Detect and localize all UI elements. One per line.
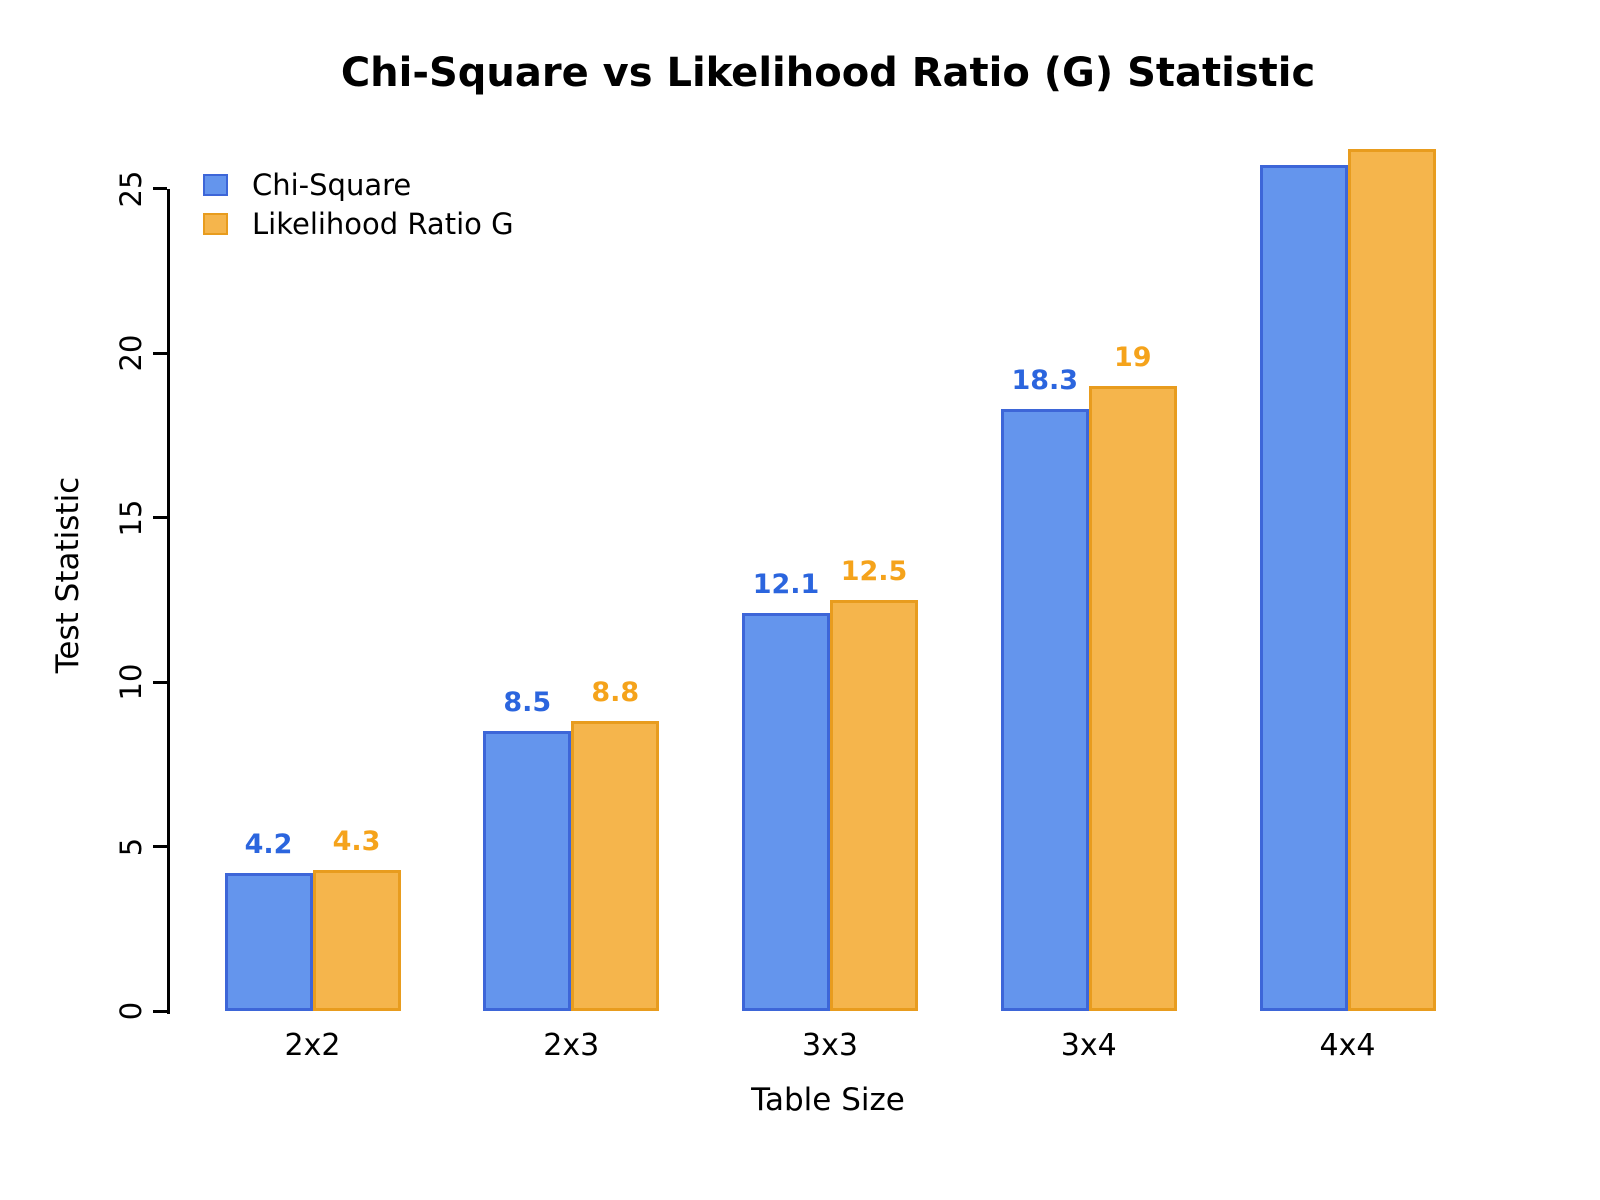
y-axis-line bbox=[167, 188, 170, 1014]
y-tick-label-5: 5 bbox=[114, 837, 148, 856]
legend-swatch-likelihood-ratio-icon bbox=[203, 213, 228, 235]
legend-label-likelihood-ratio: Likelihood Ratio G bbox=[252, 207, 514, 241]
bar-likelihood-ratio-g-4x4 bbox=[1347, 149, 1436, 1011]
x-tick-label-2x2: 2x2 bbox=[284, 1028, 341, 1063]
bar-value-label-chi-square-2x3: 8.5 bbox=[503, 687, 552, 719]
y-tick-label-15: 15 bbox=[114, 499, 148, 536]
bar-chi-square-2x2 bbox=[224, 872, 313, 1011]
y-tick-25 bbox=[153, 187, 167, 190]
bar-likelihood-ratio-g-3x3 bbox=[830, 599, 918, 1011]
y-tick-20 bbox=[153, 351, 167, 355]
bar-chi-square-4x4 bbox=[1259, 165, 1348, 1011]
bar-value-label-chi-square-3x4: 18.3 bbox=[1011, 364, 1079, 396]
bar-value-label-chi-square-3x3: 12.1 bbox=[752, 568, 820, 600]
bar-likelihood-ratio-g-2x2 bbox=[312, 869, 401, 1011]
x-axis-title: Table Size bbox=[751, 1082, 905, 1118]
y-tick-10 bbox=[153, 680, 167, 684]
legend-item-chi-square: Chi-Square bbox=[203, 168, 514, 202]
y-tick-label-25: 25 bbox=[114, 170, 148, 207]
y-tick-0 bbox=[153, 1009, 167, 1013]
x-tick-label-3x3: 3x3 bbox=[802, 1028, 858, 1063]
bar-value-label-likelihood-ratio-g-2x2: 4.3 bbox=[332, 825, 381, 857]
y-tick-label-0: 0 bbox=[114, 1001, 148, 1021]
x-tick-label-2x3: 2x3 bbox=[543, 1028, 600, 1063]
bar-likelihood-ratio-g-3x4 bbox=[1088, 385, 1177, 1011]
bar-chi-square-3x4 bbox=[1000, 408, 1089, 1011]
y-tick-5 bbox=[153, 845, 167, 848]
x-tick-label-3x4: 3x4 bbox=[1060, 1028, 1117, 1063]
y-tick-label-20: 20 bbox=[114, 334, 148, 372]
bar-chi-square-2x3 bbox=[483, 731, 572, 1011]
bar-value-label-likelihood-ratio-g-3x3: 12.5 bbox=[840, 555, 908, 587]
bar-chi-square-3x3 bbox=[742, 612, 830, 1011]
y-tick-15 bbox=[153, 516, 167, 519]
chart-title: Chi-Square vs Likelihood Ratio (G) Stati… bbox=[340, 50, 1316, 96]
bar-value-label-chi-square-2x2: 4.2 bbox=[244, 828, 293, 860]
bar-value-label-likelihood-ratio-g-2x3: 8.8 bbox=[591, 677, 640, 709]
bar-likelihood-ratio-g-2x3 bbox=[571, 721, 660, 1011]
legend-swatch-chi-square-icon bbox=[203, 174, 228, 196]
legend-item-likelihood-ratio: Likelihood Ratio G bbox=[203, 207, 514, 241]
bar-value-label-likelihood-ratio-g-3x4: 19 bbox=[1113, 341, 1152, 373]
legend-label-chi-square: Chi-Square bbox=[252, 168, 412, 202]
legend: Chi-Square Likelihood Ratio G bbox=[203, 168, 514, 248]
y-tick-label-10: 10 bbox=[114, 663, 148, 701]
y-axis-title: Test Statistic bbox=[50, 476, 86, 674]
x-tick-label-4x4: 4x4 bbox=[1319, 1028, 1376, 1063]
